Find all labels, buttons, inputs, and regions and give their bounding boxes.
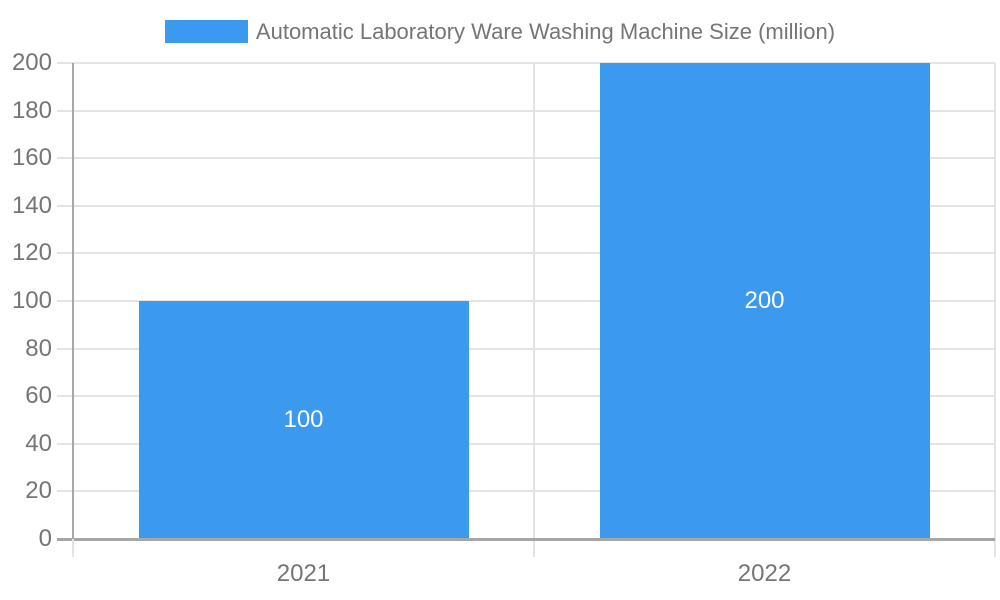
y-gridline	[57, 62, 995, 64]
y-axis-tick-label: 80	[25, 334, 52, 362]
y-axis-tick-extension	[72, 539, 74, 557]
y-gridline	[57, 395, 995, 398]
category-boundary-gridline	[533, 63, 535, 557]
bar	[138, 301, 469, 539]
y-axis-tick-label: 160	[11, 144, 52, 172]
y-axis-tick-label: 40	[25, 429, 52, 457]
y-gridline	[57, 252, 995, 255]
category-boundary-gridline	[994, 63, 996, 557]
y-axis-tick-label: 140	[11, 191, 52, 219]
x-axis-category-label: 2022	[737, 560, 792, 587]
legend-label: Automatic Laboratory Ware Washing Machin…	[255, 18, 836, 44]
y-axis-tick-label: 120	[11, 239, 52, 267]
y-gridline	[57, 300, 995, 302]
y-axis-tick-label: 100	[11, 287, 52, 314]
y-axis-tick-label: 180	[11, 96, 52, 124]
y-axis-tick-label: 60	[25, 382, 52, 410]
chart-legend: Automatic Laboratory Ware Washing Machin…	[0, 19, 1000, 44]
legend-swatch	[164, 20, 248, 43]
bar-value-label: 100	[283, 406, 324, 433]
bar-value-label: 200	[744, 287, 785, 314]
bar	[599, 63, 930, 539]
y-axis-line	[72, 63, 74, 539]
y-gridline	[57, 490, 995, 493]
y-axis-tick-label: 200	[11, 49, 52, 76]
y-gridline	[57, 347, 995, 350]
y-gridline	[57, 157, 995, 160]
y-gridline	[57, 442, 995, 445]
x-axis-baseline	[57, 538, 995, 541]
y-gridline	[57, 109, 995, 112]
x-axis-category-label: 2021	[276, 560, 331, 587]
y-gridline	[57, 204, 995, 207]
y-axis-tick-label: 0	[38, 525, 52, 552]
y-axis-tick-label: 20	[25, 477, 52, 505]
